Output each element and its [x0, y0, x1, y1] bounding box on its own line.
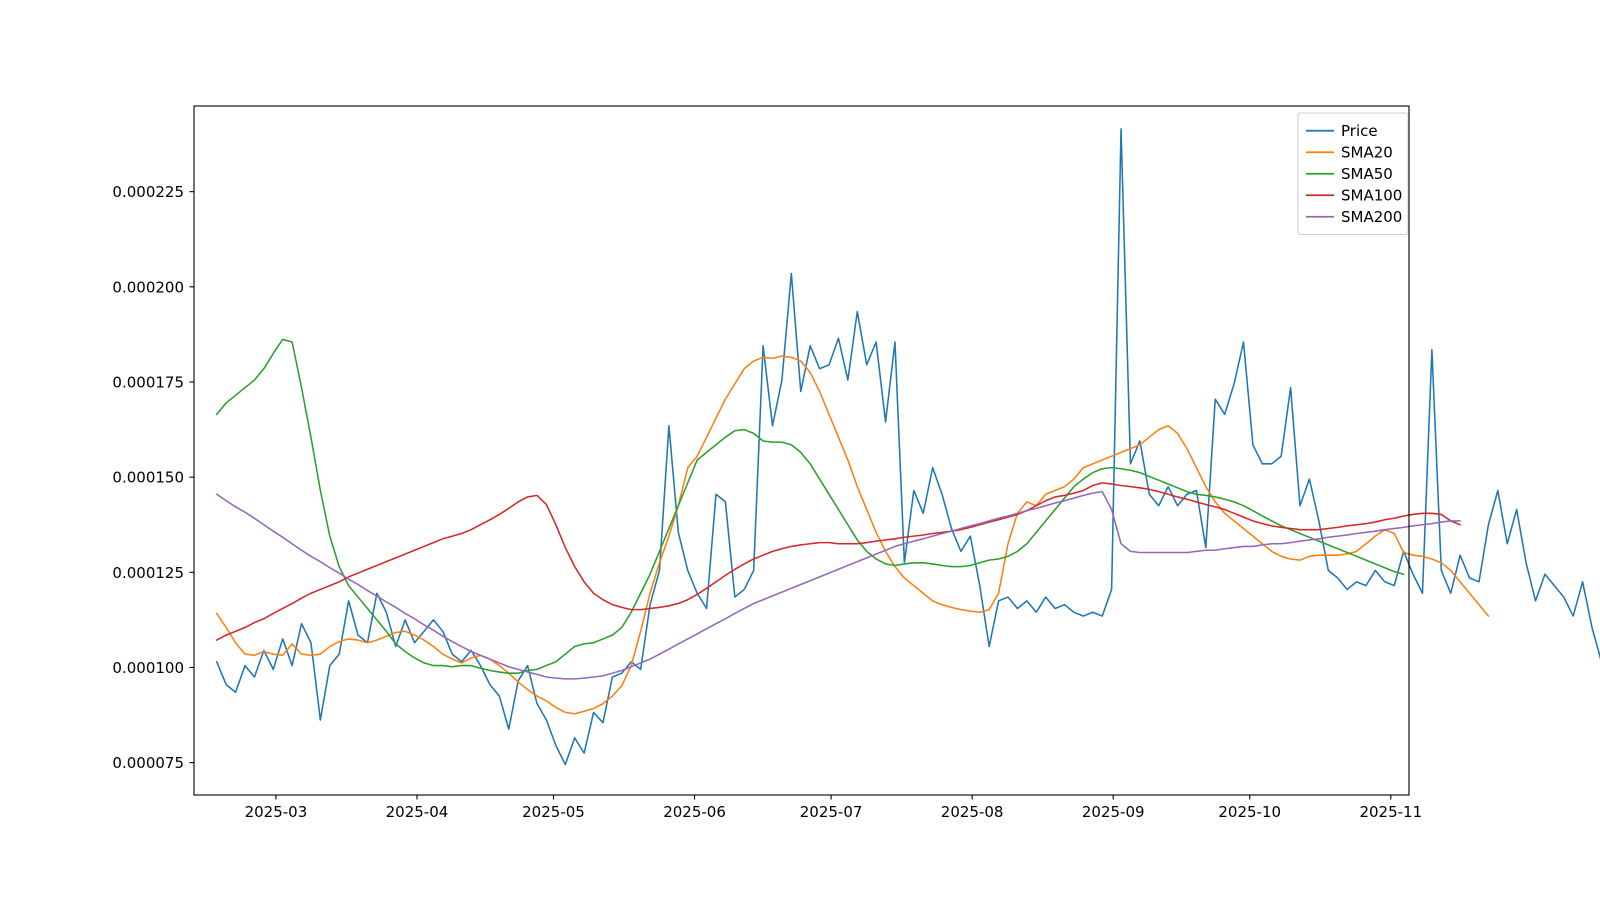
chart-legend: Price SMA20 SMA50 SMA100 SMA200: [1297, 112, 1409, 235]
plot-background: [194, 106, 1409, 795]
legend-label-sma100: SMA100: [1341, 186, 1402, 204]
x-tick-label: 2025-09: [1082, 803, 1145, 821]
legend-label-sma20: SMA20: [1341, 143, 1393, 161]
x-tick-label: 2025-10: [1218, 803, 1281, 821]
series-line-price: [215, 128, 1600, 766]
series-line-sma50: [215, 338, 1405, 674]
x-tick-label: 2025-05: [522, 803, 585, 821]
y-axis-ticks: 0.000075 0.000100 0.000125 0.000150 0.000175…: [112, 183, 194, 772]
legend-label-price: Price: [1341, 122, 1378, 140]
y-tick-label: 0.000225: [112, 183, 184, 201]
legend-label-sma50: SMA50: [1341, 165, 1393, 183]
x-tick-label: 2025-07: [800, 803, 863, 821]
legend-box: [1297, 112, 1409, 235]
x-tick-label: 2025-03: [245, 803, 308, 821]
y-tick-label: 0.000200: [112, 278, 184, 296]
plot-frame: [193, 105, 1410, 796]
x-tick-label: 2025-06: [663, 803, 726, 821]
y-tick-label: 0.000125: [112, 564, 184, 582]
series-line-sma100: [215, 482, 1461, 641]
series-group: [215, 128, 1600, 766]
x-tick-label: 2025-11: [1359, 803, 1422, 821]
plot-area: [194, 106, 1409, 795]
legend-label-sma200: SMA200: [1341, 208, 1402, 226]
axes-spines: [193, 105, 1410, 796]
y-tick-label: 0.000100: [112, 659, 184, 677]
y-tick-label: 0.000175: [112, 373, 184, 391]
x-tick-label: 2025-04: [386, 803, 449, 821]
series-line-sma20: [215, 355, 1490, 715]
x-axis-ticks: 2025-03 2025-04 2025-05 2025-06 2025-07 2025-…: [245, 795, 1422, 821]
y-tick-label: 0.000150: [112, 469, 184, 487]
x-tick-label: 2025-08: [941, 803, 1004, 821]
series-line-sma200: [215, 490, 1461, 680]
y-tick-label: 0.000075: [112, 754, 184, 772]
